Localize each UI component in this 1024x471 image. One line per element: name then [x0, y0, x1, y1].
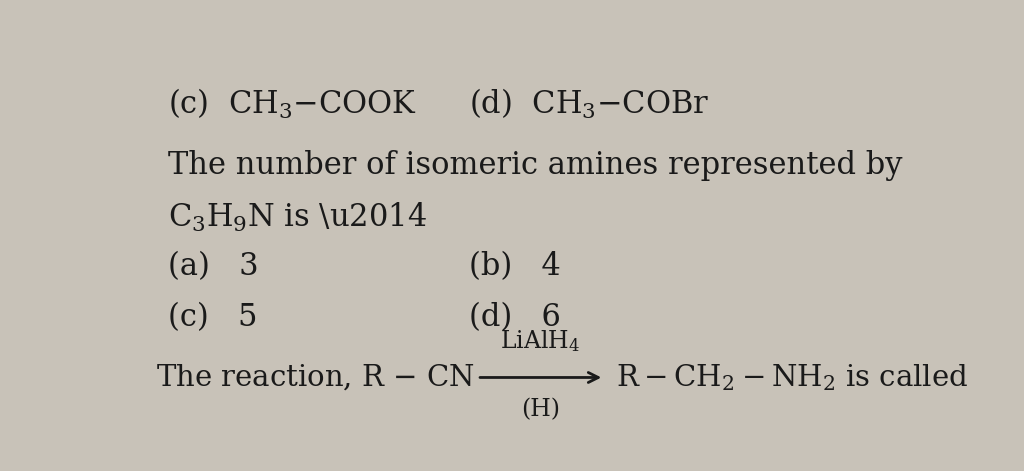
Text: (a)   3: (a) 3 [168, 252, 258, 283]
Text: $\mathregular{C_3H_9}$N is \u2014: $\mathregular{C_3H_9}$N is \u2014 [168, 202, 426, 235]
Text: (b)   4: (b) 4 [469, 252, 561, 283]
Text: (c)   5: (c) 5 [168, 302, 257, 333]
Text: (d)   6: (d) 6 [469, 302, 561, 333]
Text: (c)  $\mathregular{CH_3}$$\mathregular{-COOK}$: (c) $\mathregular{CH_3}$$\mathregular{-C… [168, 87, 417, 121]
Text: LiAlH$\mathregular{_4}$: LiAlH$\mathregular{_4}$ [501, 328, 581, 354]
Text: (H): (H) [521, 398, 560, 422]
Text: The number of isomeric amines represented by: The number of isomeric amines represente… [168, 150, 902, 181]
Text: $\mathregular{R-CH_2-NH_2}$ is called: $\mathregular{R-CH_2-NH_2}$ is called [616, 362, 969, 393]
Text: (d)  $\mathregular{CH_3}$$\mathregular{-COBr}$: (d) $\mathregular{CH_3}$$\mathregular{-C… [469, 87, 710, 121]
Text: The reaction, R $-$ CN: The reaction, R $-$ CN [156, 363, 474, 392]
